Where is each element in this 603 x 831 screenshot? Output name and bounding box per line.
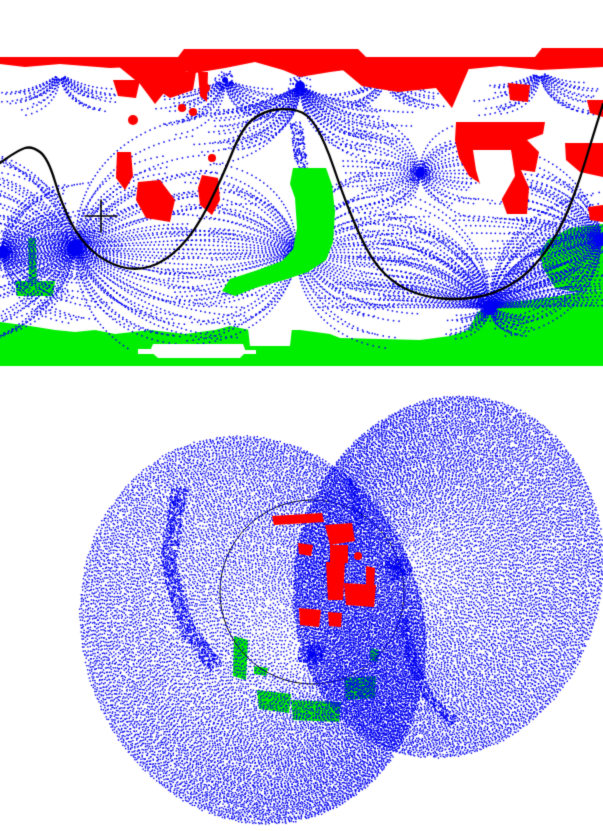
fieldline-3d-panel	[0, 372, 603, 831]
map-streamline-panel	[0, 0, 603, 372]
